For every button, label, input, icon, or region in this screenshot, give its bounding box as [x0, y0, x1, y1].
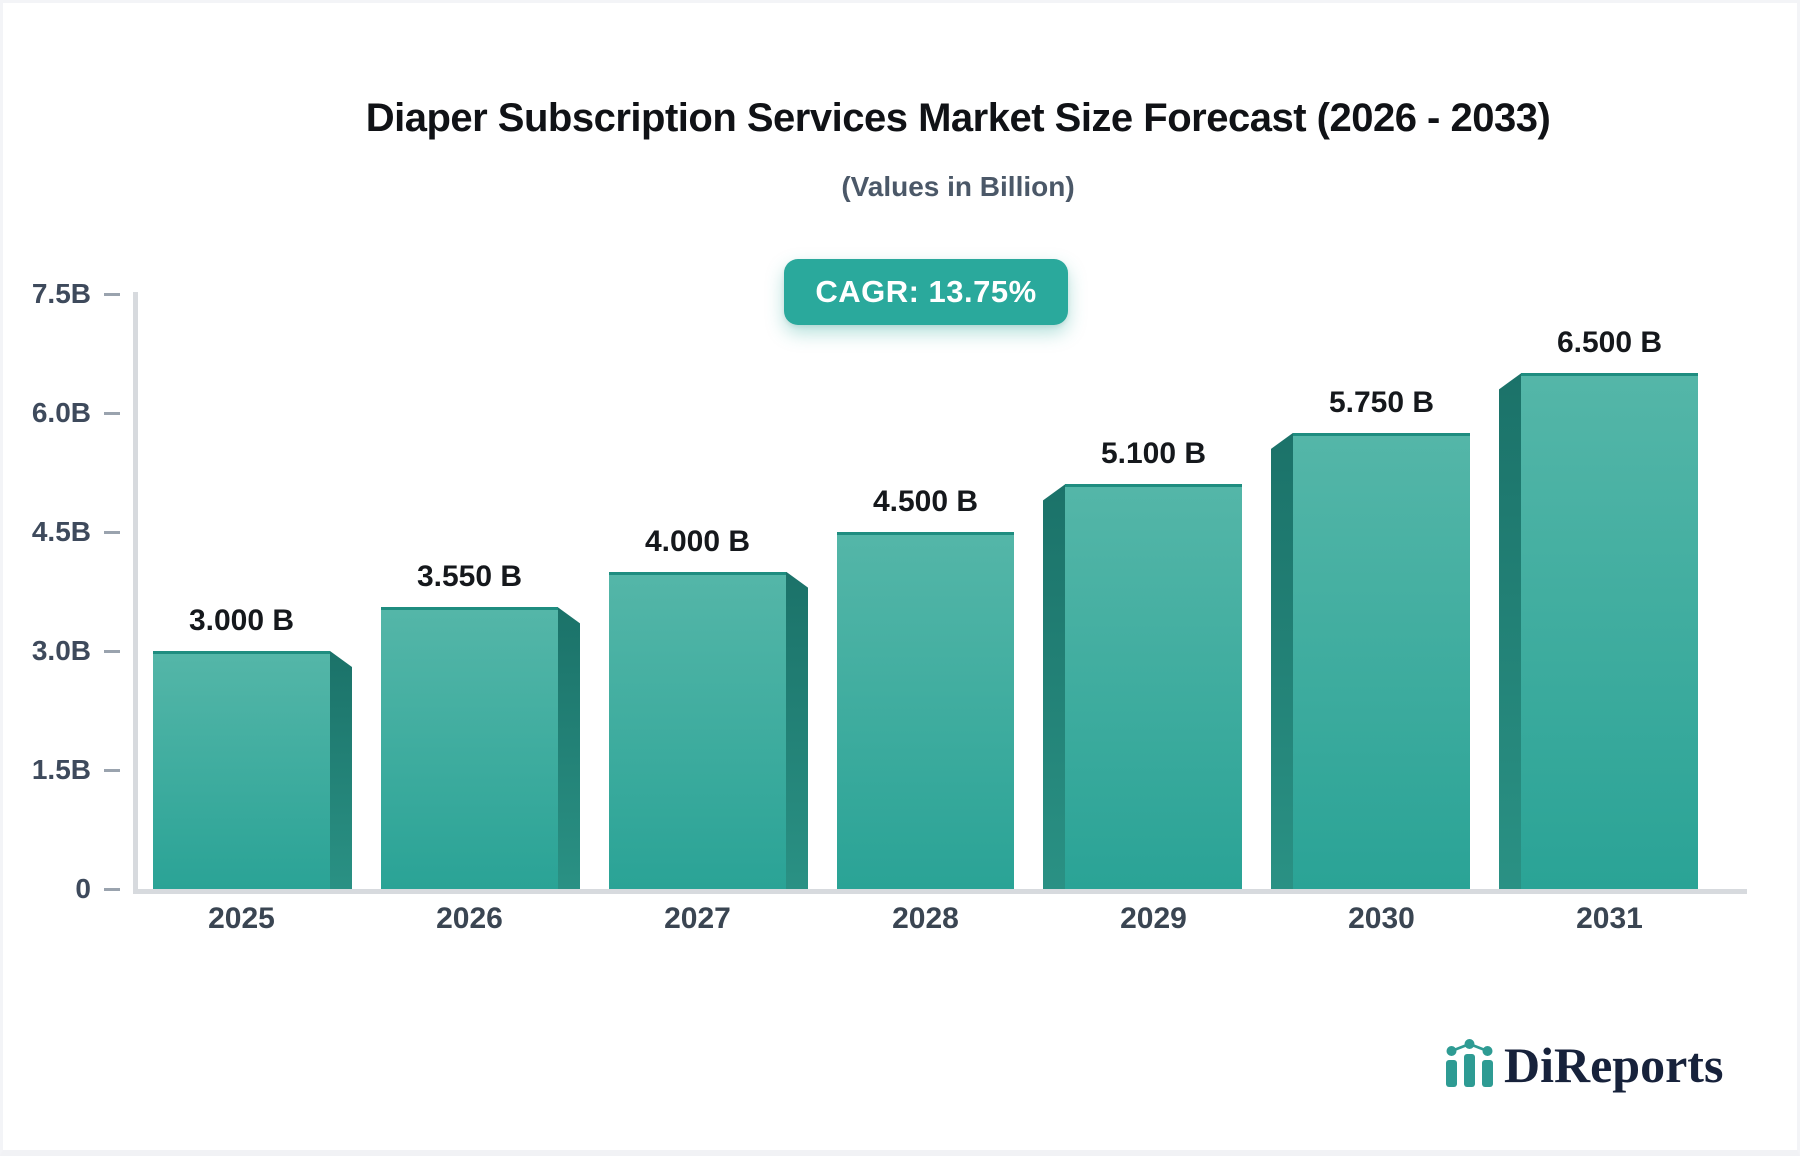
y-tick-label-4.5B: 4.5B — [31, 516, 91, 547]
y-tick-mark-7.5B — [104, 292, 120, 296]
bar-2029 — [1065, 484, 1242, 889]
bar-side-2025 — [330, 651, 352, 889]
chart-canvas: Diaper Subscription Services Market Size… — [3, 3, 1800, 1159]
bar-2026 — [381, 607, 558, 889]
x-tick-label-2026: 2026 — [436, 902, 503, 935]
bar-value-label-2027: 4.000 B — [644, 524, 751, 558]
y-tick-label-3.0B: 3.0B — [31, 635, 91, 666]
chart-title: Diaper Subscription Services Market Size… — [365, 96, 1551, 140]
mini-bar-line-chart-icon — [1446, 1039, 1493, 1087]
bar-2027 — [609, 571, 786, 889]
bar-side-2031 — [1499, 373, 1521, 889]
y-tick-mark-3.0B — [104, 649, 120, 653]
brand-logo: DiReports — [1444, 1035, 1723, 1095]
chart-subtitle: (Values in Billion) — [841, 171, 1075, 202]
y-axis-line — [133, 292, 138, 892]
bar-side-2029 — [1043, 484, 1065, 889]
bar-2030 — [1293, 432, 1470, 889]
bar-2031 — [1521, 373, 1698, 889]
bar-side-2027 — [786, 571, 808, 889]
cagr-badge-label: CAGR: 13.75% — [815, 274, 1037, 309]
x-tick-label-2031: 2031 — [1576, 902, 1643, 935]
x-tick-label-2029: 2029 — [1120, 902, 1187, 935]
x-tick-label-2030: 2030 — [1348, 902, 1415, 935]
bar-2025 — [153, 651, 330, 889]
bar-side-2026 — [558, 607, 580, 889]
brand-name: DiReports — [1504, 1037, 1724, 1093]
cagr-badge: CAGR: 13.75% — [784, 259, 1068, 325]
y-tick-label-1.5B: 1.5B — [31, 754, 91, 785]
y-tick-mark-6.0B — [104, 411, 120, 415]
bar-2028 — [837, 532, 1014, 889]
bar-value-label-2026: 3.550 B — [416, 560, 523, 594]
x-tick-label-2028: 2028 — [892, 902, 959, 935]
x-tick-label-2027: 2027 — [664, 902, 731, 935]
y-tick-mark-4.5B — [104, 530, 120, 534]
x-axis-baseline — [133, 889, 1747, 894]
bar-value-label-2025: 3.000 B — [188, 604, 295, 637]
x-tick-label-2025: 2025 — [208, 902, 275, 935]
y-tick-label-6.0B: 6.0B — [31, 397, 91, 428]
bar-value-label-2028: 4.500 B — [872, 485, 979, 518]
y-tick-label-0: 0 — [75, 873, 91, 904]
y-tick-label-7.5B: 7.5B — [31, 278, 91, 309]
bar-value-label-2030: 5.750 B — [1328, 385, 1435, 419]
bar-value-label-2029: 5.100 B — [1100, 437, 1207, 471]
bar-side-2030 — [1271, 432, 1293, 889]
y-tick-mark-1.5B — [104, 768, 120, 772]
y-tick-mark-0 — [104, 887, 120, 891]
bar-value-label-2031: 6.500 B — [1556, 326, 1663, 360]
